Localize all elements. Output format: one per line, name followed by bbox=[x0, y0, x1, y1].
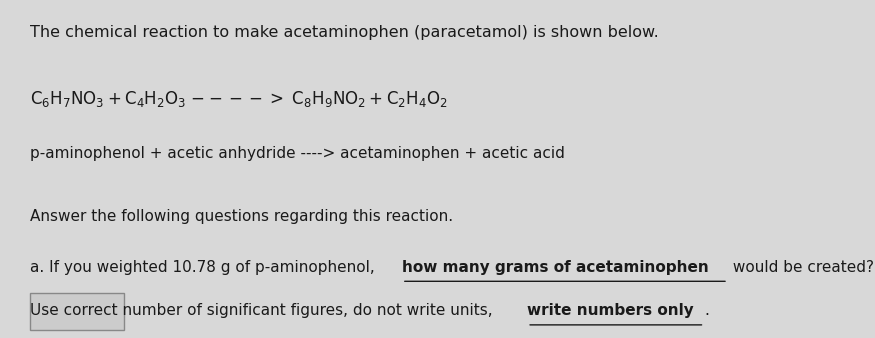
Text: a. If you weighted 10.78 g of p-aminophenol,: a. If you weighted 10.78 g of p-aminophe… bbox=[31, 260, 380, 274]
Text: how many grams of acetaminophen: how many grams of acetaminophen bbox=[402, 260, 709, 274]
Text: Use correct number of significant figures, do not write units,: Use correct number of significant figure… bbox=[31, 303, 498, 318]
Text: would be created?: would be created? bbox=[728, 260, 874, 274]
Text: The chemical reaction to make acetaminophen (paracetamol) is shown below.: The chemical reaction to make acetaminop… bbox=[31, 25, 659, 40]
Text: $\mathregular{C_6H_7NO_3 + C_4H_2O_3}$ $\mathregular{---->}$ $\mathregular{C_8H_: $\mathregular{C_6H_7NO_3 + C_4H_2O_3}$ $… bbox=[31, 89, 448, 108]
Text: p-aminophenol + acetic anhydride ----> acetaminophen + acetic acid: p-aminophenol + acetic anhydride ----> a… bbox=[31, 146, 565, 161]
Text: .: . bbox=[704, 303, 710, 318]
Text: write numbers only: write numbers only bbox=[527, 303, 694, 318]
FancyBboxPatch shape bbox=[31, 293, 124, 330]
Text: Answer the following questions regarding this reaction.: Answer the following questions regarding… bbox=[31, 209, 453, 224]
